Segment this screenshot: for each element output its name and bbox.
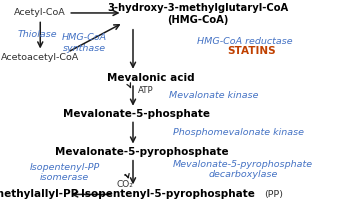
Text: Phosphomevalonate kinase: Phosphomevalonate kinase — [173, 128, 303, 137]
Text: HMG-CoA
synthase: HMG-CoA synthase — [62, 33, 106, 53]
Text: Thiolase: Thiolase — [18, 30, 57, 39]
Text: Mevalonate-5-phosphate: Mevalonate-5-phosphate — [63, 110, 210, 119]
Text: STATINS: STATINS — [228, 46, 276, 56]
Text: (PP): (PP) — [264, 190, 283, 199]
Text: ATP: ATP — [138, 86, 154, 95]
Text: Mevalonic acid: Mevalonic acid — [107, 73, 194, 83]
Text: HMG-CoA reductase: HMG-CoA reductase — [197, 37, 293, 46]
Text: 3-hydroxy-3-methylglutaryl-CoA
(HMG-CoA): 3-hydroxy-3-methylglutaryl-CoA (HMG-CoA) — [107, 3, 288, 25]
Text: Isopentenyl-PP
isomerase: Isopentenyl-PP isomerase — [30, 163, 100, 183]
Text: Isopentenyl-5-pyrophosphate: Isopentenyl-5-pyrophosphate — [81, 189, 255, 199]
Text: Acetoacetyl-CoA: Acetoacetyl-CoA — [1, 53, 79, 62]
Text: Mevalonate-5-pyrophosphate
decarboxylase: Mevalonate-5-pyrophosphate decarboxylase — [173, 160, 313, 179]
Text: Acetyl-CoA: Acetyl-CoA — [14, 8, 66, 17]
Text: CO₂: CO₂ — [116, 179, 133, 189]
Text: Dimethylallyl-PP: Dimethylallyl-PP — [0, 189, 78, 199]
Text: Mevalonate kinase: Mevalonate kinase — [169, 91, 258, 100]
Text: Mevalonate-5-pyrophosphate: Mevalonate-5-pyrophosphate — [55, 147, 229, 157]
